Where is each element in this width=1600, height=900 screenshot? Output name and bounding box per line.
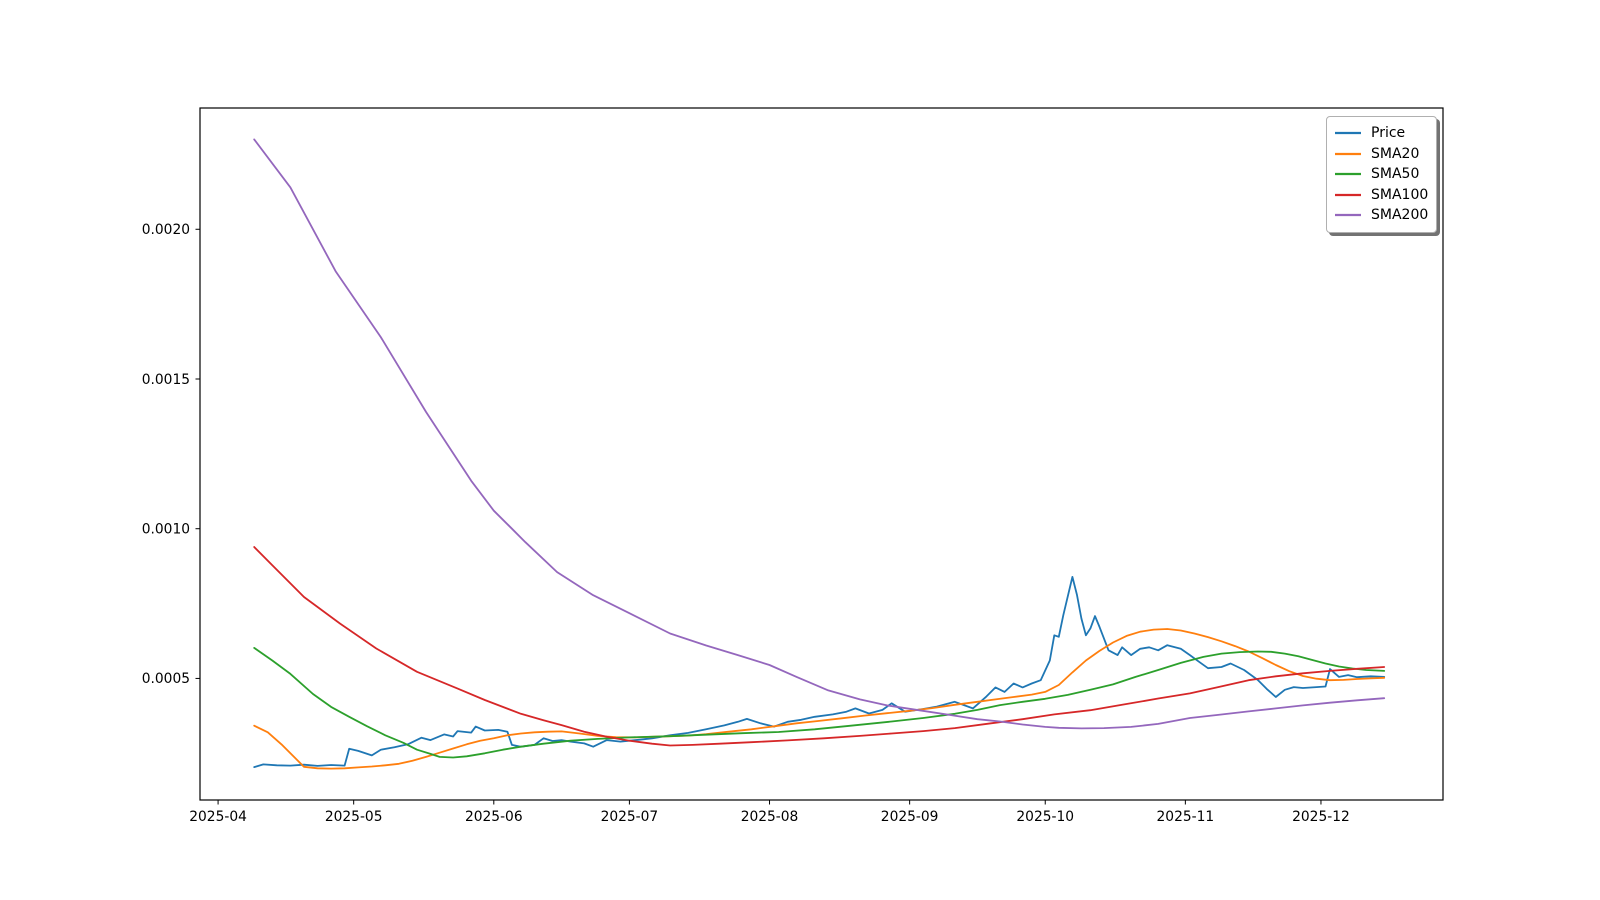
series-line-sma50 — [253, 647, 1386, 759]
legend-line-swatch — [1335, 132, 1361, 135]
legend-line-swatch — [1335, 152, 1361, 155]
legend-line-swatch — [1335, 173, 1361, 176]
x-tick-label: 2025-09 — [881, 809, 939, 825]
x-tick-label: 2025-08 — [741, 809, 799, 825]
legend-item-sma20: SMA20 — [1334, 144, 1428, 165]
x-tick-label: 2025-10 — [1016, 809, 1074, 825]
y-tick-label: 0.0020 — [142, 222, 190, 238]
legend-line-swatch — [1335, 214, 1361, 217]
y-tick-label: 0.0015 — [142, 372, 190, 388]
y-tick-label: 0.0010 — [142, 522, 190, 538]
legend-item-price: Price — [1334, 123, 1428, 144]
legend: Price SMA20 SMA50 SMA100 SMA200 — [1326, 116, 1437, 233]
x-tick-label: 2025-07 — [601, 809, 659, 825]
legend-item-sma100: SMA100 — [1334, 185, 1428, 206]
legend-item-sma200: SMA200 — [1334, 205, 1428, 226]
series-line-sma20 — [253, 628, 1386, 770]
series-line-sma200 — [253, 138, 1386, 730]
x-tick-label: 2025-11 — [1157, 809, 1215, 825]
legend-label: SMA100 — [1371, 186, 1429, 203]
legend-label: SMA50 — [1371, 166, 1420, 183]
legend-item-sma50: SMA50 — [1334, 164, 1428, 185]
legend-label: SMA20 — [1371, 145, 1420, 162]
legend-label: SMA200 — [1371, 207, 1429, 224]
y-tick-label: 0.0005 — [142, 671, 190, 687]
legend-label: Price — [1371, 125, 1406, 142]
plot-area — [199, 107, 1444, 801]
series-line-price — [253, 576, 1386, 768]
x-tick-label: 2025-04 — [189, 809, 247, 825]
x-tick-label: 2025-12 — [1292, 809, 1350, 825]
legend-line-swatch — [1335, 193, 1361, 196]
series-line-sma100 — [253, 546, 1386, 747]
x-tick-label: 2025-05 — [325, 809, 383, 825]
x-tick-label: 2025-06 — [465, 809, 523, 825]
